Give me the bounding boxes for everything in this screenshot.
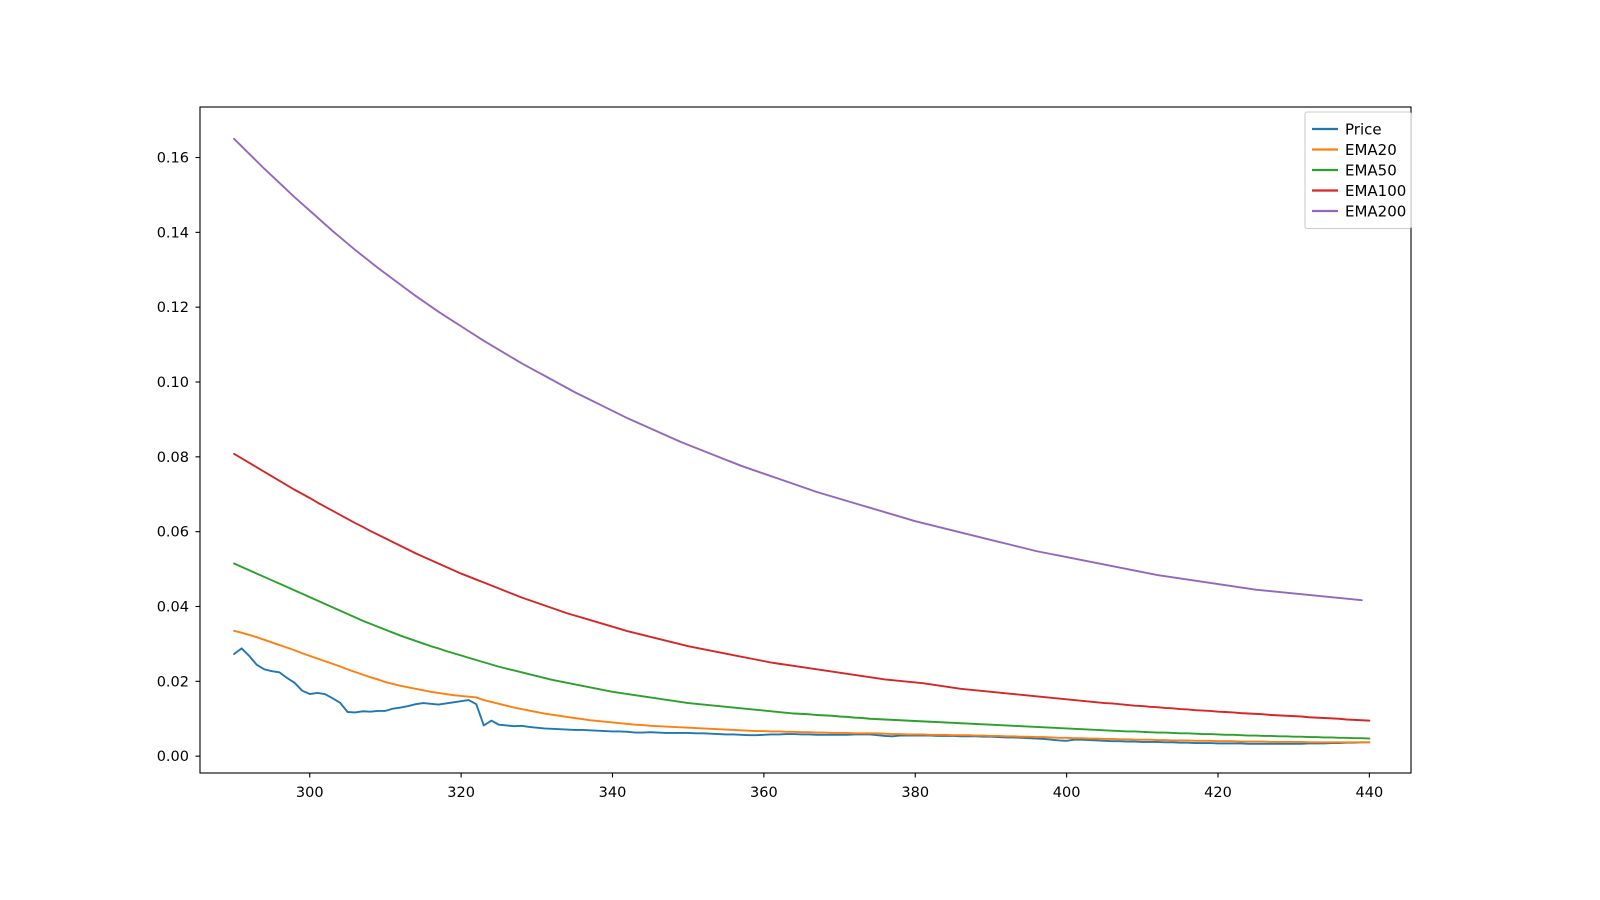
data-series-group [233,137,1371,745]
x-axis-ticks: 300 320 340 360 380 400 420 440 [296,773,1383,801]
legend-label-ema200[interactable]: EMA200 [1345,203,1406,221]
series-line-ema200 [233,137,1363,602]
y-tick-label: 0.08 [157,450,189,466]
legend-label-ema20[interactable]: EMA20 [1345,141,1397,159]
y-tick-label: 0.04 [157,600,189,616]
series-line-ema20 [233,629,1371,744]
x-tick-label: 300 [296,785,324,801]
x-tick-label: 360 [750,785,778,801]
x-tick-label: 440 [1356,785,1384,801]
series-line-ema100 [233,452,1371,722]
legend-label-price[interactable]: Price [1345,121,1382,139]
y-tick-label: 0.02 [157,674,189,690]
y-tick-label: 0.16 [157,151,189,167]
x-tick-label: 380 [901,785,929,801]
y-tick-label: 0.12 [157,300,189,316]
axes-spines [199,106,1412,774]
legend-label-ema50[interactable]: EMA50 [1345,162,1397,180]
y-tick-label: 0.10 [157,375,189,391]
x-tick-label: 340 [599,785,627,801]
series-line-ema50 [233,562,1371,740]
y-axis-ticks: 0.00 0.02 0.04 0.06 0.08 0.10 0.12 0.14 0.16 [157,151,200,765]
legend-label-ema100[interactable]: EMA100 [1345,182,1406,200]
legend-frame [1304,111,1412,230]
y-tick-label: 0.06 [157,525,189,541]
series-line-price [233,647,1371,745]
y-tick-label: 0.14 [157,225,189,241]
x-tick-label: 420 [1204,785,1232,801]
chart-legend[interactable]: Price EMA20 EMA50 EMA100 EMA200 [1304,111,1412,230]
y-tick-label: 0.00 [157,749,189,765]
x-tick-label: 320 [447,785,475,801]
plot-background [200,107,1411,773]
x-tick-label: 400 [1053,785,1081,801]
